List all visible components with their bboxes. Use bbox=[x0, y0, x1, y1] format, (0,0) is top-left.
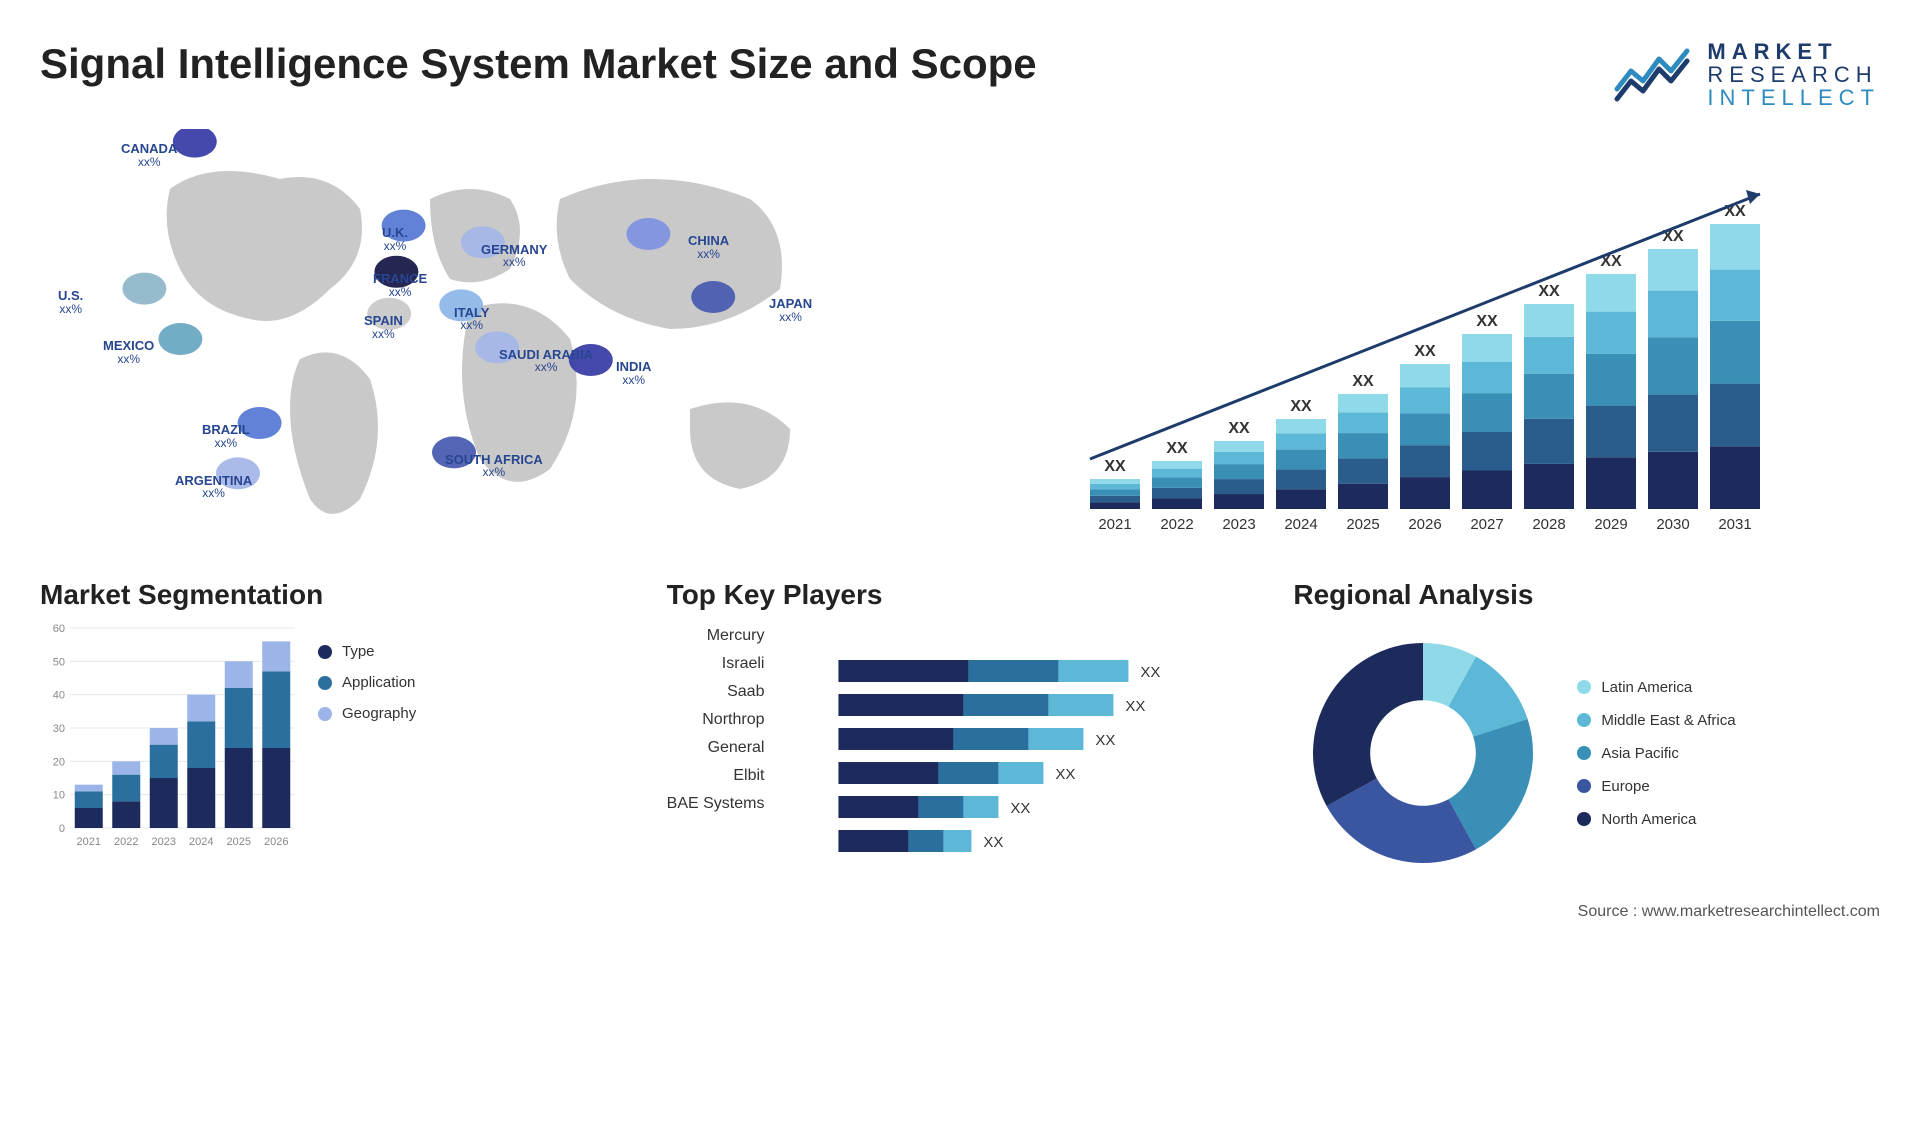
legend-item: Europe bbox=[1577, 778, 1735, 795]
logo-line2: RESEARCH bbox=[1707, 63, 1880, 86]
map-label-brazil: BRAZILxx% bbox=[202, 423, 250, 449]
svg-text:2025: 2025 bbox=[1346, 516, 1379, 533]
svg-text:2031: 2031 bbox=[1718, 516, 1751, 533]
player-name: Saab bbox=[727, 683, 764, 701]
legend-item: Application bbox=[318, 674, 416, 691]
player-name: General bbox=[708, 739, 765, 757]
svg-text:2025: 2025 bbox=[227, 836, 251, 848]
svg-text:XX: XX bbox=[1096, 732, 1116, 749]
svg-text:2021: 2021 bbox=[77, 836, 101, 848]
map-label-southafrica: SOUTH AFRICAxx% bbox=[445, 453, 543, 479]
svg-text:XX: XX bbox=[1476, 313, 1498, 330]
svg-text:XX: XX bbox=[1056, 766, 1076, 783]
legend-item: Type bbox=[318, 643, 416, 660]
map-label-spain: SPAINxx% bbox=[364, 314, 403, 340]
svg-text:60: 60 bbox=[53, 623, 65, 635]
map-label-france: FRANCExx% bbox=[373, 272, 427, 298]
segmentation-title: Market Segmentation bbox=[40, 579, 627, 611]
svg-text:XX: XX bbox=[984, 834, 1004, 851]
players-chart: XX XX XX XX XX XX bbox=[784, 623, 1253, 853]
player-name: Mercury bbox=[707, 627, 765, 645]
map-label-germany: GERMANYxx% bbox=[481, 243, 547, 269]
player-name: Israeli bbox=[722, 655, 765, 673]
players-title: Top Key Players bbox=[667, 579, 1254, 611]
legend-item: Asia Pacific bbox=[1577, 745, 1735, 762]
svg-text:2026: 2026 bbox=[1408, 516, 1441, 533]
svg-text:XX: XX bbox=[1352, 373, 1374, 390]
regional-legend: Latin America Middle East & Africa Asia Pa… bbox=[1577, 679, 1735, 828]
svg-text:2029: 2029 bbox=[1594, 516, 1627, 533]
legend-item: Latin America bbox=[1577, 679, 1735, 696]
svg-text:10: 10 bbox=[53, 790, 65, 802]
svg-text:2024: 2024 bbox=[1284, 516, 1317, 533]
svg-text:0: 0 bbox=[59, 823, 65, 835]
svg-text:XX: XX bbox=[1011, 800, 1031, 817]
svg-text:20: 20 bbox=[53, 757, 65, 769]
regional-title: Regional Analysis bbox=[1293, 579, 1880, 611]
svg-text:2026: 2026 bbox=[264, 836, 288, 848]
segmentation-panel: Market Segmentation 0 10 20 30 40 50 60 2021 202… bbox=[40, 579, 627, 883]
source-attribution: Source : www.marketresearchintellect.com bbox=[40, 903, 1880, 921]
map-label-mexico: MEXICOxx% bbox=[103, 339, 154, 365]
player-name: BAE Systems bbox=[667, 795, 765, 813]
svg-text:XX: XX bbox=[1104, 458, 1126, 475]
player-name: Northrop bbox=[702, 711, 764, 729]
svg-text:2022: 2022 bbox=[1160, 516, 1193, 533]
regional-donut bbox=[1293, 623, 1553, 883]
svg-text:XX: XX bbox=[1166, 440, 1188, 457]
logo-line1: MARKET bbox=[1707, 40, 1880, 63]
svg-text:50: 50 bbox=[53, 657, 65, 669]
legend-item: Geography bbox=[318, 705, 416, 722]
svg-text:XX: XX bbox=[1538, 283, 1560, 300]
legend-item: North America bbox=[1577, 811, 1735, 828]
svg-text:2027: 2027 bbox=[1470, 516, 1503, 533]
players-panel: Top Key Players Mercury Israeli Saab Northr… bbox=[667, 579, 1254, 883]
svg-text:2021: 2021 bbox=[1098, 516, 1131, 533]
growth-chart: 2021 XX 2022 XX 2023 XX 2024 XX 2025 XX 2026 XX 2027… bbox=[980, 129, 1880, 549]
map-label-us: U.S.xx% bbox=[58, 289, 83, 315]
svg-text:2024: 2024 bbox=[189, 836, 213, 848]
segmentation-chart: 0 10 20 30 40 50 60 2021 2022 2023 2024 2025 2026 bbox=[40, 623, 300, 853]
map-label-china: CHINAxx% bbox=[688, 234, 729, 260]
svg-text:XX: XX bbox=[1228, 420, 1250, 437]
map-label-argentina: ARGENTINAxx% bbox=[175, 474, 252, 500]
svg-text:30: 30 bbox=[53, 723, 65, 735]
regional-panel: Regional Analysis Latin America Middle Ea… bbox=[1293, 579, 1880, 883]
map-label-uk: U.K.xx% bbox=[382, 226, 408, 252]
svg-text:2030: 2030 bbox=[1656, 516, 1689, 533]
logo-icon bbox=[1613, 45, 1693, 105]
svg-text:2023: 2023 bbox=[1222, 516, 1255, 533]
svg-text:40: 40 bbox=[53, 690, 65, 702]
page-title: Signal Intelligence System Market Size a… bbox=[40, 40, 1037, 88]
map-label-italy: ITALYxx% bbox=[454, 306, 489, 332]
svg-text:XX: XX bbox=[1126, 698, 1146, 715]
map-label-saudiarabia: SAUDI ARABIAxx% bbox=[499, 348, 593, 374]
svg-text:XX: XX bbox=[1290, 398, 1312, 415]
brand-logo: MARKET RESEARCH INTELLECT bbox=[1613, 40, 1880, 109]
player-name: Elbit bbox=[733, 767, 764, 785]
svg-text:XX: XX bbox=[1141, 664, 1161, 681]
svg-text:2023: 2023 bbox=[152, 836, 176, 848]
svg-text:2028: 2028 bbox=[1532, 516, 1565, 533]
world-map-panel: CANADAxx% U.S.xx% MEXICOxx% BRAZILxx% ARGENT… bbox=[40, 129, 940, 549]
legend-item: Middle East & Africa bbox=[1577, 712, 1735, 729]
map-label-india: INDIAxx% bbox=[616, 360, 651, 386]
map-label-canada: CANADAxx% bbox=[121, 142, 177, 168]
segmentation-legend: Type Application Geography bbox=[318, 623, 416, 853]
logo-line3: INTELLECT bbox=[1707, 86, 1880, 109]
svg-text:2022: 2022 bbox=[114, 836, 138, 848]
map-label-japan: JAPANxx% bbox=[769, 297, 812, 323]
svg-text:XX: XX bbox=[1414, 343, 1436, 360]
players-list: Mercury Israeli Saab Northrop General Elbit BA… bbox=[667, 623, 765, 853]
